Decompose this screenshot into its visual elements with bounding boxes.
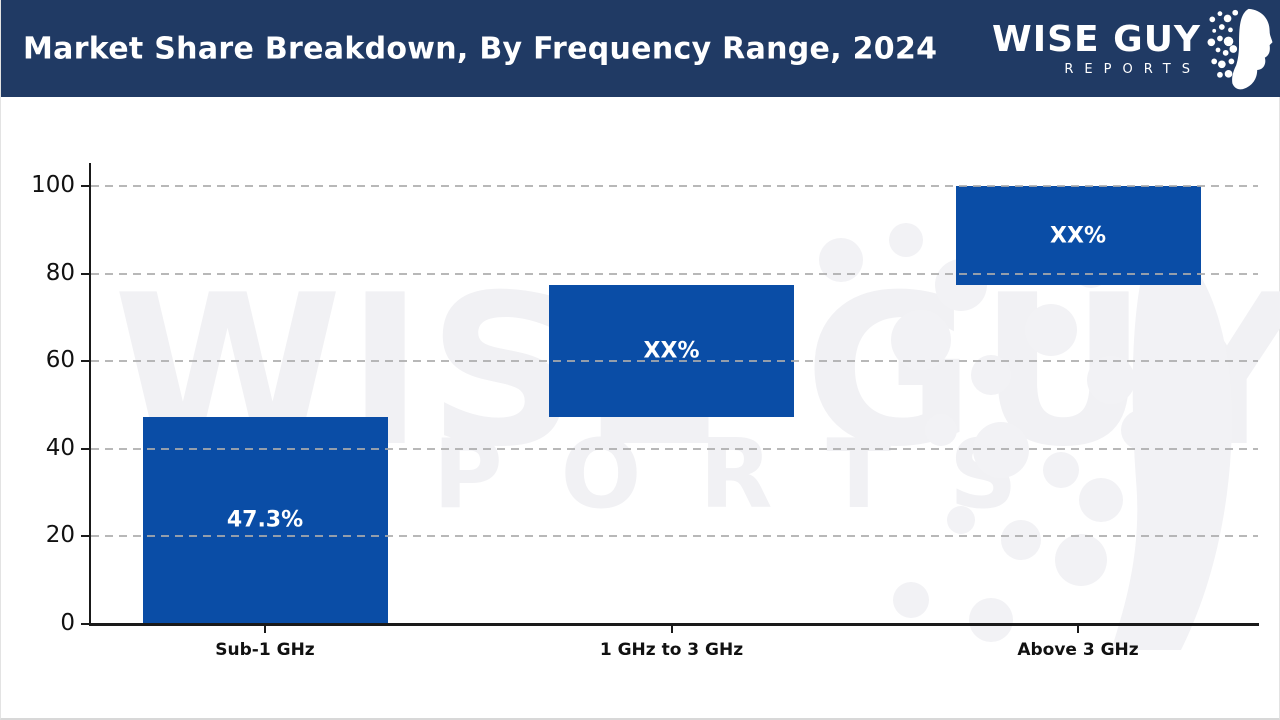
y-tick-mark-100	[81, 185, 89, 187]
y-tick-label-20: 20	[45, 522, 75, 548]
y-tick-mark-40	[81, 447, 89, 450]
bar-value-label-1: XX%	[643, 338, 700, 364]
x-category-label-1: 1 GHz to 3 GHz	[599, 640, 744, 660]
x-tick-mark-0	[264, 625, 266, 633]
y-tick-mark-80	[81, 272, 89, 275]
logo-subtitle: REPORTS	[1064, 62, 1201, 77]
gridline-80	[91, 272, 1258, 275]
bar-0	[142, 416, 388, 624]
bar-value-label-0: 47.3%	[226, 507, 304, 533]
logo-face-icon	[1207, 8, 1273, 90]
x-category-label-2: Above 3 GHz	[1017, 640, 1139, 660]
y-tick-mark-60	[81, 360, 89, 362]
y-tick-label-60: 60	[45, 347, 75, 373]
y-tick-mark-20	[81, 535, 89, 537]
gridline-40	[91, 447, 1258, 450]
x-tick-mark-1	[670, 625, 673, 633]
y-tick-label-100: 100	[31, 172, 75, 198]
bar-1	[549, 285, 794, 417]
chart-area: 0 20 40 60 80 100 47.3% Sub-1 GHz XX% 1 GHz to 3 …	[1, 97, 1280, 720]
y-tick-label-80: 80	[45, 259, 75, 286]
x-category-label-0: Sub-1 GHz	[215, 640, 315, 660]
brand-logo: WISE GUY REPORTS	[991, 19, 1201, 78]
y-tick-label-40: 40	[45, 434, 75, 461]
logo-wordmark: WISE GUY	[991, 19, 1201, 60]
gridline-20	[91, 535, 1258, 537]
x-axis	[89, 623, 1259, 626]
gridline-100	[91, 185, 1258, 187]
gridline-60	[91, 360, 1258, 362]
page-title: Market Share Breakdown, By Frequency Ran…	[23, 31, 938, 66]
bar-value-label-2: XX%	[1050, 223, 1106, 249]
y-tick-label-0: 0	[60, 609, 75, 636]
bar-2	[955, 186, 1201, 286]
x-tick-mark-2	[1077, 625, 1079, 633]
header-band: Market Share Breakdown, By Frequency Ran…	[1, 0, 1280, 97]
y-axis	[89, 163, 91, 625]
y-tick-mark-0	[81, 622, 89, 625]
